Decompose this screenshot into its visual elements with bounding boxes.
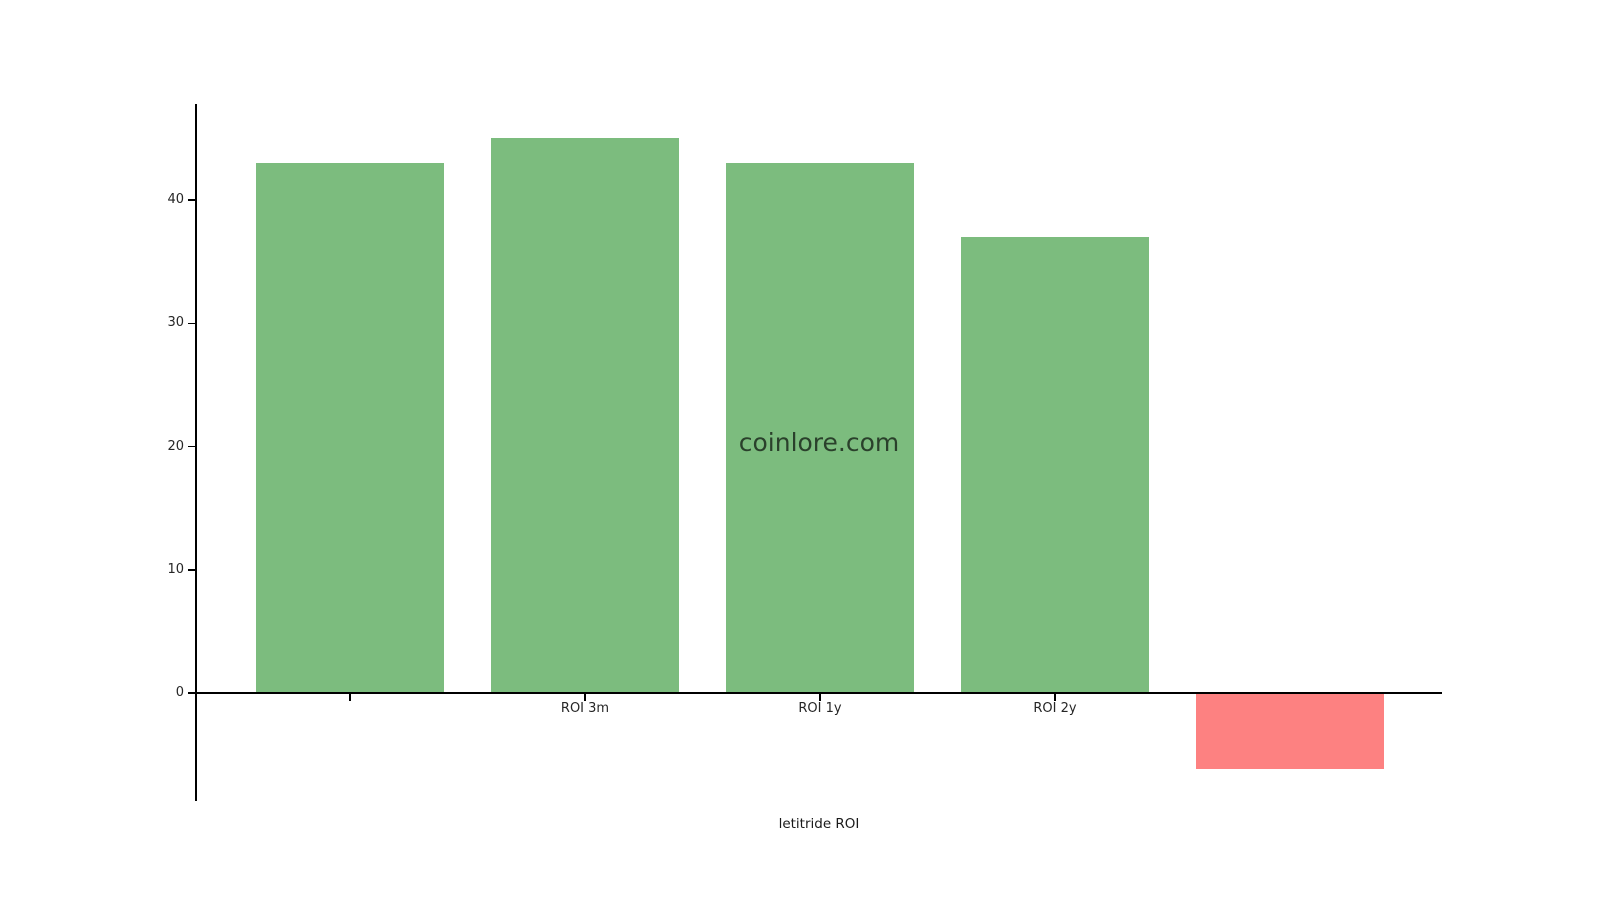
- bar-0: [256, 163, 444, 693]
- watermark: coinlore.com: [738, 428, 900, 457]
- y-tick-label-2: 20: [167, 438, 184, 454]
- y-tick-0: [188, 692, 196, 694]
- x-tick-2: [819, 693, 821, 701]
- x-tick-label-1: ROI 3m: [560, 701, 610, 716]
- y-tick-label-1: 10: [167, 561, 184, 577]
- y-tick-2: [188, 445, 196, 448]
- bar-3: [961, 236, 1149, 693]
- y-tick-4: [188, 199, 196, 201]
- x-tick-0: [349, 693, 351, 701]
- x-tick-3: [1054, 693, 1056, 701]
- y-axis-spine: [195, 104, 197, 801]
- y-tick-label-0: 0: [175, 685, 184, 700]
- x-tick-label-2: ROI 1y: [798, 701, 842, 716]
- bar-2: [726, 163, 914, 693]
- bar-1: [491, 138, 679, 693]
- y-tick-label-4: 40: [167, 192, 184, 207]
- y-tick-1: [188, 569, 196, 571]
- chart-xlabel: letitride ROI: [778, 816, 860, 832]
- y-tick-label-3: 30: [167, 315, 184, 331]
- bar-4: [1196, 693, 1384, 770]
- y-tick-3: [188, 322, 196, 324]
- x-tick-label-3: ROI 2y: [1033, 701, 1077, 716]
- x-axis-spine: [195, 692, 1442, 694]
- x-tick-1: [584, 693, 586, 701]
